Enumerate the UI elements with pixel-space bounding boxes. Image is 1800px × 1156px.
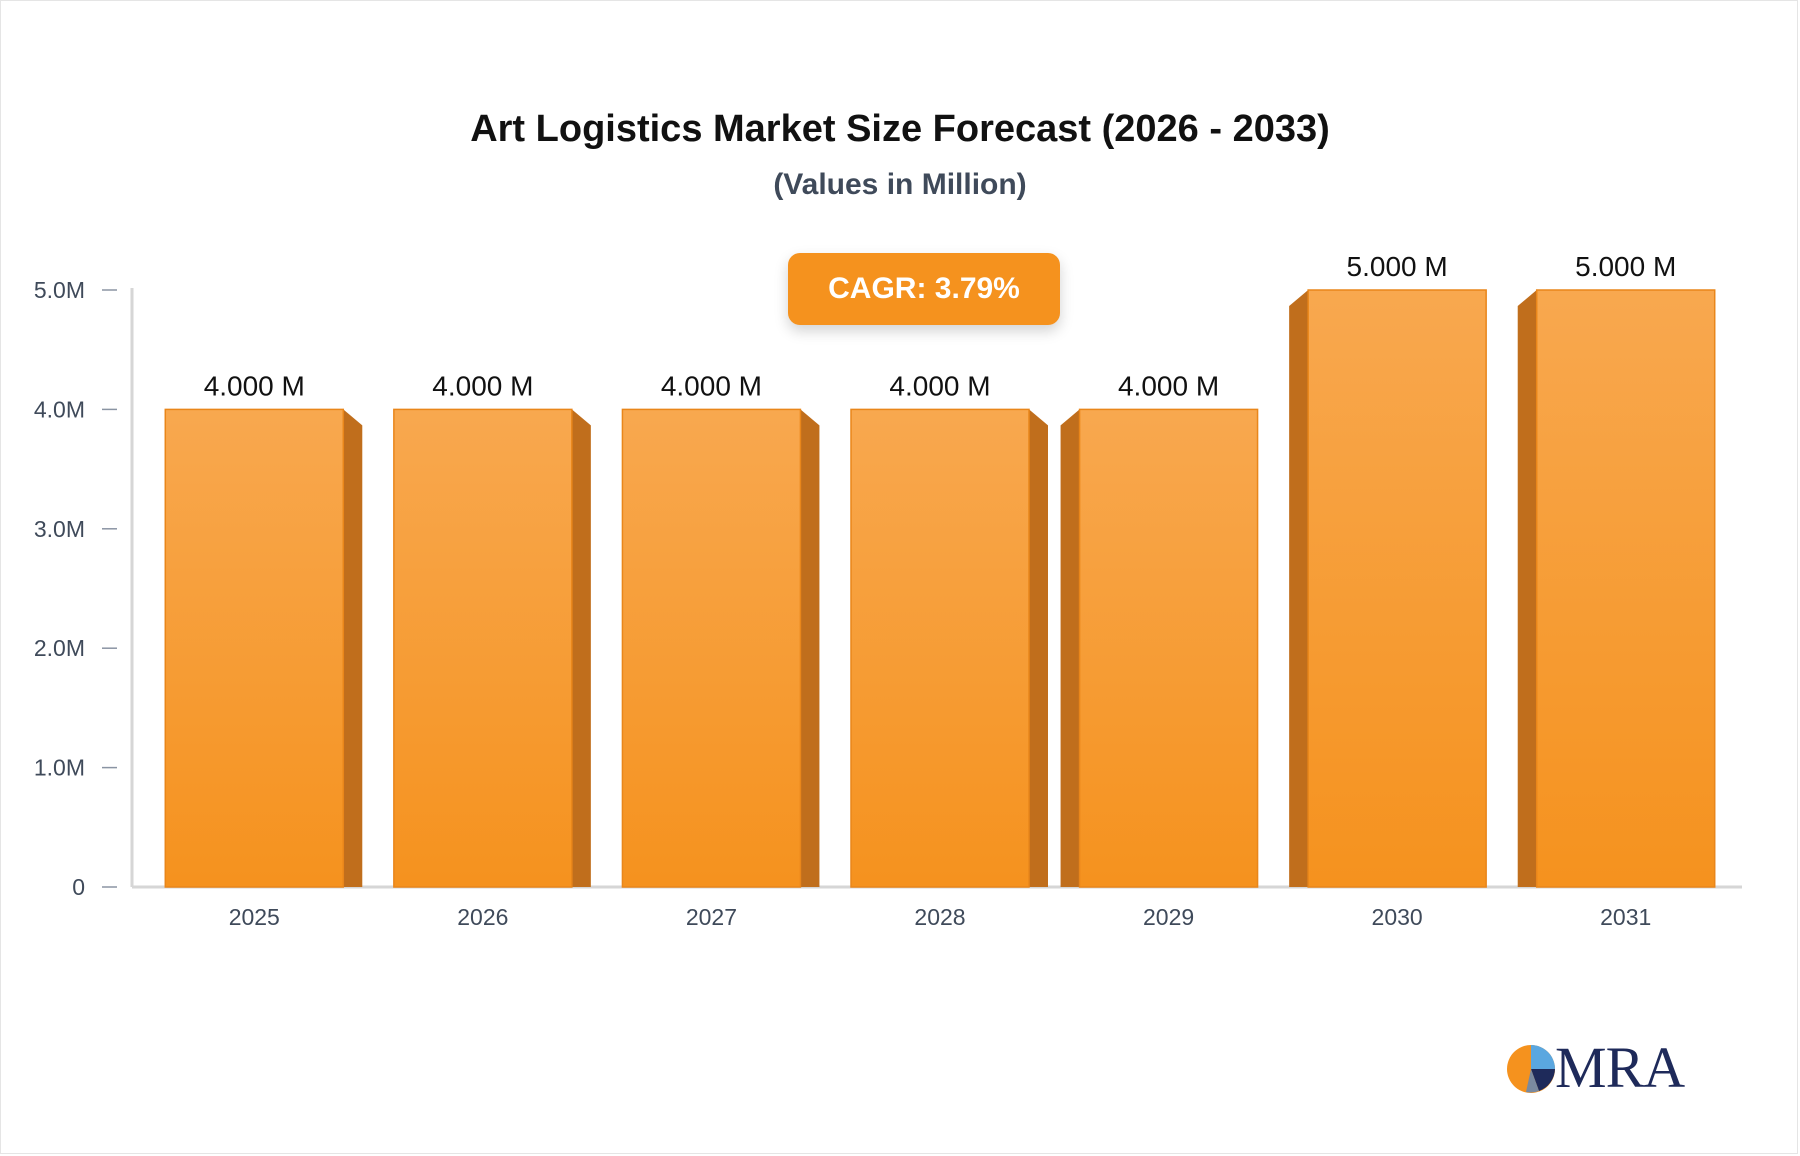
bar-front (1307, 289, 1487, 888)
bar-side (800, 409, 820, 887)
bar-front (621, 408, 802, 888)
y-tick-label: 3.0M (34, 516, 85, 542)
bar-front (393, 408, 573, 888)
bar-2026 (393, 408, 591, 888)
mra-logo: MRA (1506, 1035, 1696, 1100)
bar-value-label: 5.000 M (1347, 251, 1448, 282)
y-tick-label: 5.0M (34, 277, 85, 303)
y-tick-label: 4.0M (34, 396, 85, 422)
bar-2030 (1289, 289, 1487, 888)
bar-side (571, 409, 591, 887)
chart-title: Art Logistics Market Size Forecast (2026… (470, 108, 1330, 150)
bar-side (1029, 409, 1048, 887)
bar-2025 (164, 408, 363, 888)
bar-value-label: 4.000 M (432, 370, 533, 401)
bar-2027 (621, 408, 820, 888)
x-tick-label: 2031 (1600, 904, 1651, 930)
x-tick-label: 2030 (1372, 904, 1423, 930)
bar-2028 (850, 408, 1048, 888)
cagr-badge: CAGR: 3.79% (788, 253, 1060, 325)
bar-value-label: 4.000 M (889, 370, 990, 401)
bar-value-label: 4.000 M (1118, 370, 1219, 401)
bar-2031 (1517, 289, 1716, 888)
bar-2029 (1060, 408, 1259, 888)
pie-logo-icon (1507, 1045, 1555, 1093)
bar-value-label: 5.000 M (1575, 251, 1676, 282)
bar-front (1078, 408, 1259, 888)
chart-bars (164, 289, 1716, 888)
x-tick-label: 2025 (229, 904, 280, 930)
bar-front (1535, 289, 1716, 888)
y-tick-label: 0 (72, 874, 85, 900)
logo-text: MRA (1555, 1035, 1685, 1100)
bar-side (343, 409, 363, 887)
bar-value-label: 4.000 M (661, 370, 762, 401)
bar-front (850, 408, 1030, 888)
chart-labels: 4.000 M 2025 4.000 M 2026 4.000 M 2027 4.000 M… (204, 251, 1677, 930)
bar-side (1517, 290, 1537, 887)
y-tick-label: 2.0M (34, 635, 85, 661)
bar-value-label: 4.000 M (204, 370, 305, 401)
bar-side (1289, 290, 1309, 887)
x-tick-label: 2027 (686, 904, 737, 930)
y-tick-label: 1.0M (34, 755, 85, 781)
x-tick-label: 2028 (914, 904, 965, 930)
bar-front (164, 408, 345, 888)
x-tick-label: 2029 (1143, 904, 1194, 930)
x-tick-label: 2026 (457, 904, 508, 930)
bar-side (1060, 409, 1080, 887)
chart-subtitle: (Values in Million) (773, 168, 1027, 201)
